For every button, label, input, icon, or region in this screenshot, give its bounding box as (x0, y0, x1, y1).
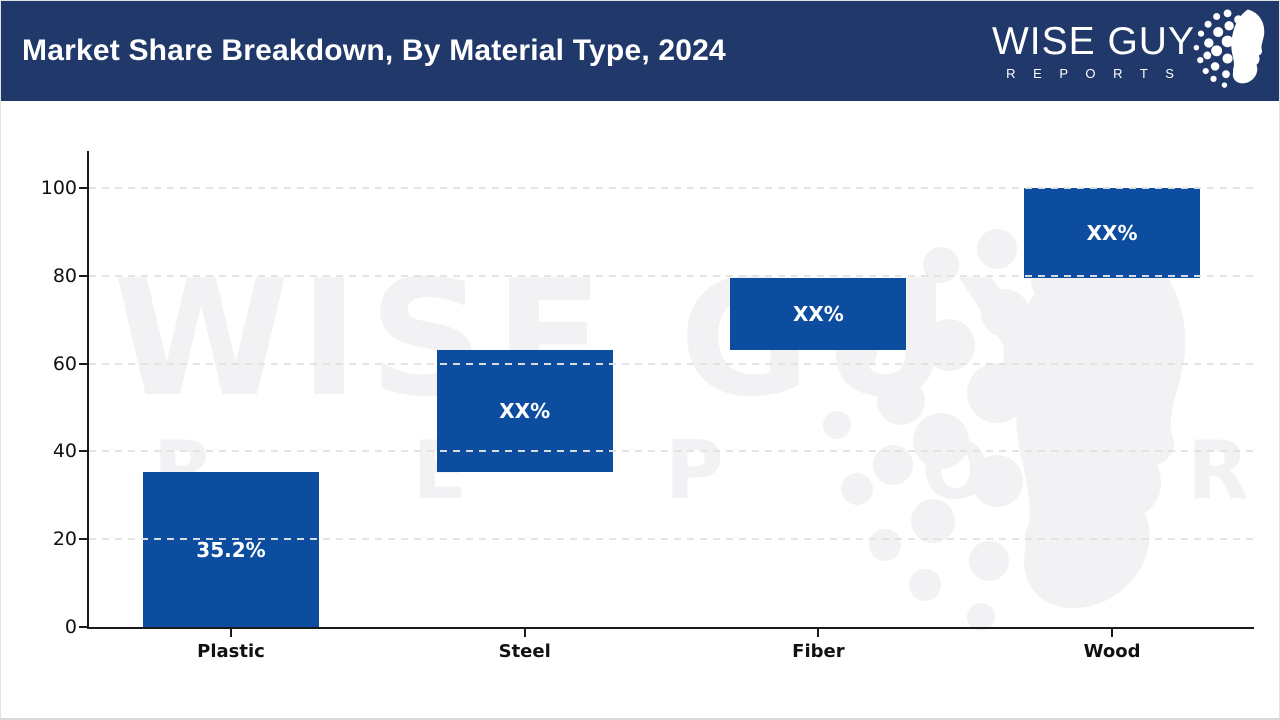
y-tick-label: 0 (64, 616, 77, 638)
x-tick-mark (1111, 629, 1114, 637)
y-tick-label: 100 (40, 177, 77, 199)
y-tick-label: 20 (52, 528, 77, 551)
header-bar: Market Share Breakdown, By Material Type… (1, 1, 1279, 101)
logo-face-icon (1193, 9, 1265, 88)
logo-wordmark: WISE GUY (991, 19, 1195, 63)
y-tick-mark (79, 362, 87, 365)
y-tick-mark (79, 450, 87, 453)
wise-guy-logo: WISE GUY R E P O R T S (992, 6, 1265, 94)
x-axis-line (87, 627, 1254, 629)
x-tick-mark (230, 629, 232, 637)
gridline-100 (89, 187, 1254, 189)
x-tick-label: Plastic (197, 641, 265, 662)
bar-value-label: 35.2% (196, 537, 266, 562)
bar-fiber: XX% (730, 277, 907, 350)
bar-plastic: 35.2% (143, 472, 319, 627)
logo-text: WISE GUY R E P O R T S (992, 20, 1195, 81)
y-tick-label: 40 (52, 440, 77, 463)
bar-steel: XX% (436, 349, 613, 473)
y-tick-label: 80 (52, 264, 77, 287)
bar-value-label: XX% (499, 399, 551, 423)
y-tick-mark (79, 274, 87, 277)
y-axis-line (87, 151, 89, 629)
bar-value-label: XX% (1086, 220, 1138, 245)
y-tick-mark (79, 187, 87, 189)
gridline-80 (89, 274, 1254, 277)
bar-value-label: XX% (792, 301, 844, 326)
gridline-40 (89, 450, 1254, 453)
gridline-60 (89, 362, 1254, 365)
y-tick-mark (79, 538, 87, 541)
gridline-20 (89, 538, 1254, 541)
y-tick-mark (79, 626, 87, 628)
plot: 0 20 40 60 80 100 35.2% Plastic XX% Steel XX% Fiber… (1, 101, 1279, 718)
bar-wood: XX% (1024, 188, 1201, 278)
x-tick-label: Wood (1083, 641, 1141, 662)
x-tick-mark (523, 629, 526, 637)
chart-title: Market Share Breakdown, By Material Type… (22, 34, 726, 67)
x-tick-label: Fiber (792, 641, 845, 662)
y-tick-label: 60 (52, 352, 77, 375)
x-tick-label: Steel (498, 641, 551, 662)
logo-subtext: R E P O R T S (1006, 65, 1181, 81)
x-tick-mark (817, 629, 820, 637)
